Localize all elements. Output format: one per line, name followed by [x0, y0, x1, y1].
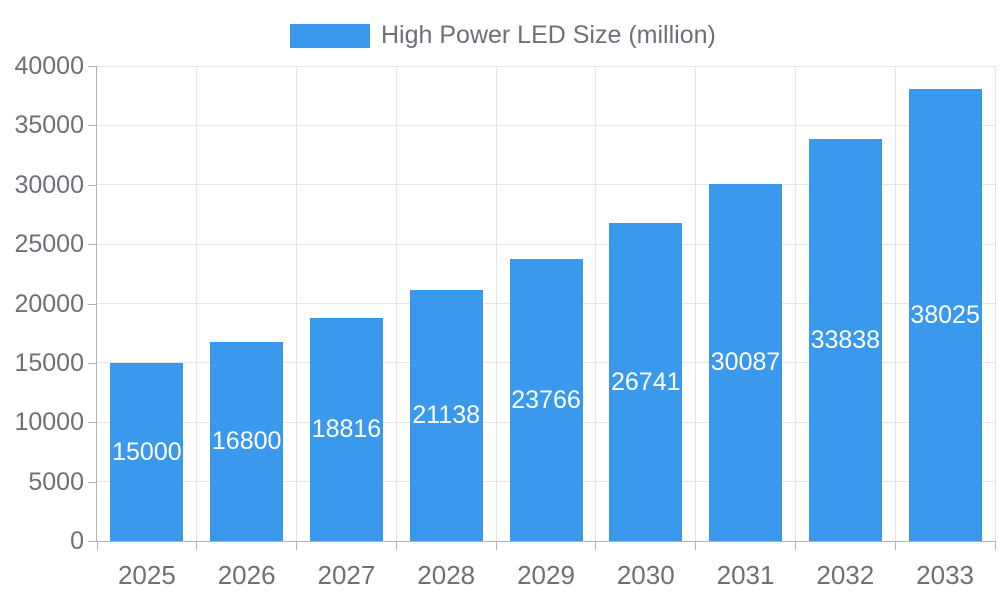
x-axis-tick — [794, 542, 796, 550]
x-axis-tick-label: 2027 — [317, 560, 376, 590]
x-axis-tick — [96, 542, 98, 550]
grid-line-horizontal — [97, 184, 995, 186]
grid-line-horizontal — [97, 65, 995, 67]
grid-line-vertical — [794, 66, 796, 541]
x-axis-tick-label: 2032 — [816, 560, 875, 590]
x-axis-tick-label: 2033 — [916, 560, 975, 590]
bar[interactable] — [210, 341, 284, 541]
bar[interactable] — [808, 139, 882, 541]
x-axis-tick-label: 2028 — [417, 560, 476, 590]
y-axis-tick-label: 0 — [70, 527, 84, 555]
x-axis-tick — [994, 542, 996, 550]
y-axis-tick — [88, 244, 96, 246]
y-axis-tick — [88, 481, 96, 483]
x-axis-tick — [495, 542, 497, 550]
x-axis-line — [96, 541, 996, 542]
x-axis-tick-label: 2031 — [716, 560, 775, 590]
bar[interactable] — [709, 183, 783, 541]
y-axis-tick-label: 25000 — [14, 230, 84, 259]
legend-swatch — [290, 23, 370, 48]
y-axis-tick — [88, 66, 96, 67]
bar[interactable] — [409, 289, 483, 541]
y-axis-tick-label: 40000 — [14, 52, 84, 80]
x-axis-tick — [395, 542, 397, 550]
y-axis-tick-label: 10000 — [14, 408, 84, 437]
x-axis-tick-label: 2026 — [217, 560, 276, 590]
grid-line-vertical — [296, 66, 298, 541]
legend-label: High Power LED Size (million) — [381, 21, 716, 49]
y-axis-tick-label: 15000 — [14, 348, 84, 377]
y-axis-tick — [88, 362, 96, 364]
y-axis-tick-label: 20000 — [14, 289, 84, 318]
y-axis-tick — [88, 184, 96, 186]
y-axis-tick — [88, 422, 96, 424]
bar[interactable] — [509, 258, 583, 541]
y-axis-tick-label: 5000 — [28, 467, 84, 496]
bar[interactable] — [110, 362, 184, 541]
bar[interactable] — [309, 317, 383, 541]
legend-item[interactable]: High Power LED Size (million) — [290, 21, 716, 50]
grid-line-vertical — [196, 66, 198, 541]
x-axis-tick-label: 2030 — [616, 560, 675, 590]
bar[interactable] — [908, 89, 982, 541]
grid-line-vertical — [495, 66, 497, 541]
x-axis-tick-label: 2029 — [517, 560, 575, 590]
x-axis-tick — [894, 542, 896, 550]
y-axis-tick-label: 30000 — [14, 170, 84, 199]
grid-line-vertical — [994, 66, 996, 541]
x-axis-tick — [695, 542, 697, 550]
y-axis-line — [96, 66, 97, 541]
y-axis-tick — [88, 541, 96, 542]
grid-line-vertical — [695, 66, 697, 541]
y-axis-tick — [88, 303, 96, 305]
grid-line-vertical — [894, 66, 896, 541]
x-axis-tick — [296, 542, 298, 550]
grid-line-vertical — [395, 66, 397, 541]
grid-line-vertical — [595, 66, 597, 541]
grid-line-horizontal — [97, 124, 995, 126]
bar[interactable] — [609, 223, 683, 541]
grid-line-horizontal — [97, 243, 995, 245]
y-axis-tick-label: 35000 — [14, 111, 84, 140]
x-axis-tick — [196, 542, 198, 550]
x-axis-tick-label: 2025 — [117, 560, 176, 590]
x-axis-tick — [595, 542, 597, 550]
y-axis-tick — [88, 125, 96, 127]
